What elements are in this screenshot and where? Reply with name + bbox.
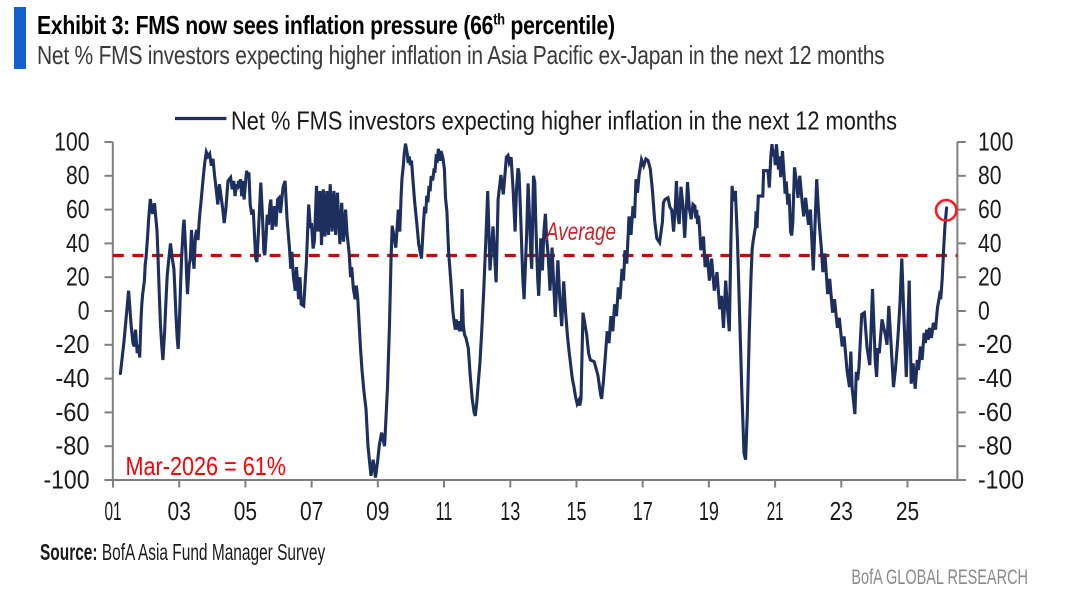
svg-text:80: 80	[66, 160, 90, 190]
svg-text:21: 21	[767, 496, 784, 526]
svg-text:-100: -100	[44, 464, 90, 494]
svg-text:-40: -40	[55, 363, 89, 393]
svg-text:13: 13	[500, 496, 520, 526]
svg-text:25: 25	[896, 496, 919, 526]
svg-text:0: 0	[78, 295, 90, 325]
svg-text:01: 01	[104, 496, 121, 526]
svg-text:40: 40	[978, 228, 1002, 258]
svg-text:-20: -20	[978, 329, 1012, 359]
svg-text:09: 09	[366, 496, 389, 526]
svg-text:17: 17	[633, 496, 653, 526]
svg-text:15: 15	[567, 496, 587, 526]
svg-text:23: 23	[830, 496, 853, 526]
svg-text:-60: -60	[55, 397, 89, 427]
svg-text:Mar-2026 = 61%: Mar-2026 = 61%	[126, 451, 287, 481]
svg-text:60: 60	[66, 194, 90, 224]
svg-text:05: 05	[234, 496, 257, 526]
svg-text:-80: -80	[978, 431, 1012, 461]
svg-text:-80: -80	[55, 431, 89, 461]
svg-text:100: 100	[978, 126, 1013, 156]
svg-text:-100: -100	[978, 464, 1024, 494]
svg-text:80: 80	[978, 160, 1002, 190]
svg-text:100: 100	[54, 126, 89, 156]
svg-text:20: 20	[978, 262, 1002, 292]
svg-text:11: 11	[436, 496, 453, 526]
svg-text:0: 0	[978, 295, 990, 325]
svg-text:-40: -40	[978, 363, 1012, 393]
svg-text:03: 03	[168, 496, 191, 526]
svg-text:Average: Average	[544, 218, 616, 246]
svg-text:20: 20	[66, 262, 90, 292]
svg-text:07: 07	[300, 496, 323, 526]
svg-text:60: 60	[978, 194, 1002, 224]
svg-text:Net % FMS investors expecting: Net % FMS investors expecting higher inf…	[231, 106, 897, 136]
svg-text:19: 19	[699, 496, 719, 526]
svg-text:40: 40	[66, 228, 90, 258]
svg-text:-60: -60	[978, 397, 1012, 427]
svg-text:-20: -20	[55, 329, 89, 359]
